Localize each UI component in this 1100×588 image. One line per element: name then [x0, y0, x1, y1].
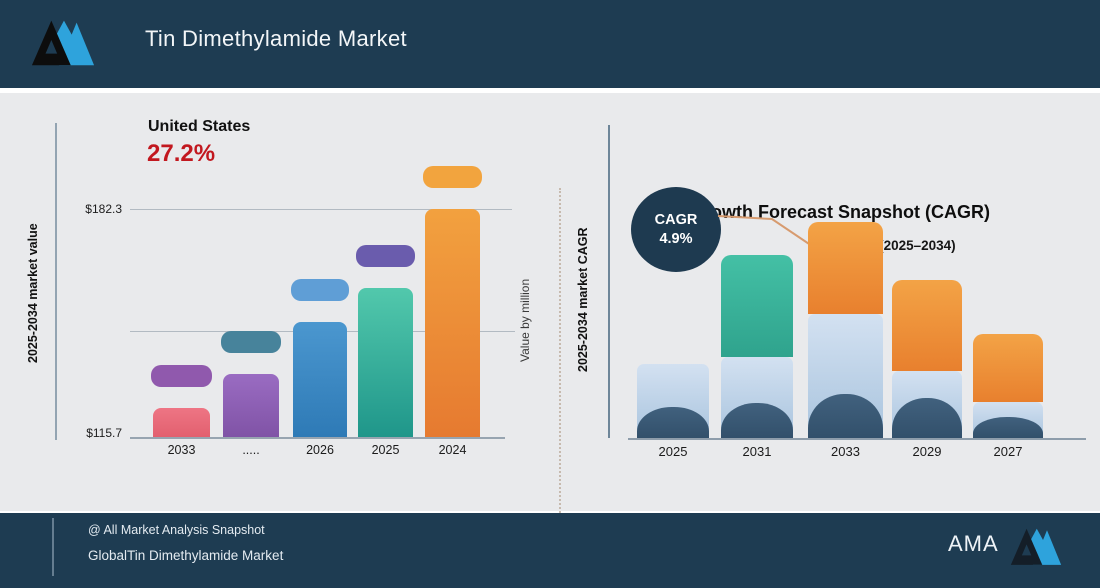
bar-top-2027 [973, 334, 1043, 402]
x-label-2031: 2031 [742, 444, 772, 459]
left-right-axis-title: Value by million [518, 278, 532, 362]
page-title: Tin Dimethylamide Market [145, 26, 407, 51]
footer-line1: @ All Market Analysis Snapshot [88, 523, 265, 537]
bar-cap-2024 [423, 166, 482, 188]
right-x-axis-line [628, 438, 1086, 440]
y-tick-115: $115.7 [86, 426, 122, 440]
cagr-badge-value: 4.9% [659, 230, 693, 247]
x-label-2033: 2033 [167, 443, 196, 457]
left-chart-title: United States [148, 118, 251, 135]
footer-bar [0, 513, 1100, 588]
cagr-badge: CAGR 4.9% [631, 187, 721, 272]
ama-logo-icon-footer [1010, 528, 1062, 565]
bar-top-2033 [808, 222, 883, 314]
leader-line [717, 215, 819, 251]
bar-cap-2033 [151, 364, 212, 387]
gridline-182 [130, 209, 512, 210]
x-label-2033: 2033 [831, 444, 860, 459]
charts-area: 2025-2034 market value United States 27.… [0, 88, 1100, 585]
x-label-.....: ..... [242, 443, 260, 457]
header-bar: Tin Dimethylamide Market [0, 0, 1100, 88]
bar-base-2033 [808, 394, 883, 438]
left-x-axis-line [130, 437, 505, 439]
bar-2024 [425, 209, 480, 437]
bar-base-2031 [721, 403, 793, 438]
bar-top-2029 [892, 280, 962, 371]
panel-divider [559, 188, 561, 585]
bar-2026 [293, 321, 347, 437]
left-y-axis-title: 2025-2034 market value [26, 223, 40, 363]
bar-cap-..... [221, 331, 281, 353]
x-label-2025: 2025 [371, 443, 400, 457]
ama-logo-icon [31, 20, 95, 66]
bar-2033 [153, 407, 210, 437]
footer-brand-text: AMA [948, 531, 999, 556]
bar-cap-2025 [356, 245, 415, 268]
x-label-2025: 2025 [658, 444, 688, 459]
y-tick-182: $182.3 [85, 202, 122, 216]
right-chart-title: Growth Forecast Snapshot (CAGR) [689, 202, 990, 222]
bar-base-2029 [892, 398, 962, 438]
right-y-axis-title: 2025-2034 market CAGR [576, 227, 590, 373]
x-label-2029: 2029 [912, 444, 942, 459]
x-label-2024: 2024 [438, 443, 467, 457]
cagr-badge-label: CAGR [654, 211, 698, 228]
right-y-axis-line [608, 125, 610, 438]
left-chart-highlight-value: 27.2% [147, 140, 216, 167]
bar-..... [223, 374, 279, 437]
x-label-2026: 2026 [306, 443, 334, 457]
footer-divider-line [52, 518, 54, 576]
bar-base-2027 [973, 417, 1043, 438]
bar-2025 [358, 288, 413, 437]
x-label-2027: 2027 [993, 444, 1023, 459]
bar-top-2031 [721, 255, 793, 357]
left-y-axis-line [55, 123, 57, 440]
bar-cap-2026 [291, 278, 349, 301]
footer-line2: GlobalTin Dimethylamide Market [88, 548, 284, 563]
bar-base-2025 [637, 407, 709, 438]
